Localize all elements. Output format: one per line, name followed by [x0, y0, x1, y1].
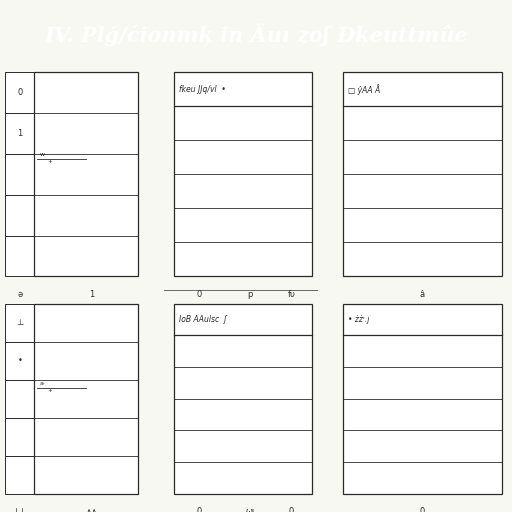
Bar: [34, 304, 138, 494]
Text: fυ: fυ: [288, 290, 295, 299]
Text: ∧∧: ∧∧: [86, 507, 98, 512]
Bar: [5, 456, 34, 494]
Bar: [34, 73, 138, 276]
Text: +: +: [47, 388, 52, 393]
Text: ωι: ωι: [245, 507, 255, 512]
Text: 0: 0: [196, 507, 202, 512]
Bar: [174, 73, 312, 276]
Bar: [5, 113, 34, 154]
Text: a·: a·: [39, 381, 46, 386]
Bar: [5, 418, 34, 456]
Text: IoB AAulsc  ʃ: IoB AAulsc ʃ: [179, 315, 227, 324]
Text: ə: ə: [17, 290, 23, 299]
Text: â: â: [420, 290, 425, 299]
Text: IV. Plģ/ċionmķ in Äuı zoʃ Ðķeuttmûe: IV. Plģ/ċionmķ in Äuı zoʃ Ðķeuttmûe: [44, 22, 468, 46]
Bar: [5, 154, 34, 195]
Text: 1: 1: [89, 290, 94, 299]
Text: ↓↓: ↓↓: [13, 507, 27, 512]
Bar: [5, 236, 34, 276]
Bar: [5, 342, 34, 380]
Text: w·: w·: [39, 153, 47, 158]
Bar: [5, 73, 34, 113]
Text: □ ŷAA Å: □ ŷAA Å: [348, 84, 380, 95]
Text: 0: 0: [420, 507, 425, 512]
Bar: [174, 304, 312, 494]
Text: +: +: [47, 159, 52, 164]
Bar: [5, 380, 34, 418]
Bar: [343, 304, 502, 494]
Text: •: •: [17, 356, 22, 365]
Text: p: p: [247, 290, 253, 299]
Text: 1: 1: [17, 129, 23, 138]
Bar: [5, 195, 34, 236]
Text: fkeu JJq/vl  •: fkeu JJq/vl •: [179, 85, 226, 94]
Bar: [5, 304, 34, 342]
Bar: [343, 73, 502, 276]
Text: 0: 0: [289, 507, 294, 512]
Text: 0: 0: [17, 89, 23, 97]
Text: 0: 0: [196, 290, 202, 299]
Text: • żżʳ.ȷ: • żżʳ.ȷ: [348, 315, 370, 324]
Text: ⊥: ⊥: [16, 318, 24, 327]
